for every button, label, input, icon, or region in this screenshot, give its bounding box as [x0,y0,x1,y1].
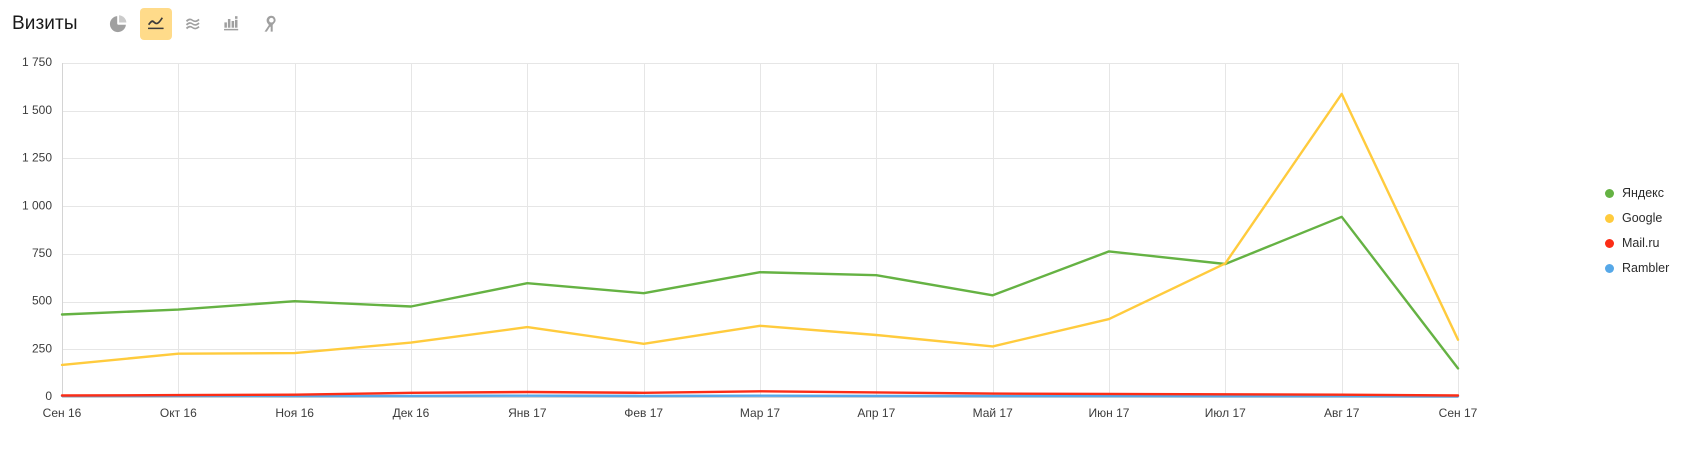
legend-color-swatch [1605,188,1614,198]
chart-type-button-map-chart[interactable] [254,8,286,40]
page-title: Визиты [12,13,78,34]
chart-area: 1 750 1 500 1 250 1 000 750 500 250 0 Сен 16 Окт … [0,48,1692,470]
chart-type-button-line-chart[interactable] [139,8,172,40]
legend-color-swatch [1605,238,1614,248]
x-axis-tick-label: Мар 17 [740,406,780,420]
x-axis-tick-label: Сен 17 [1439,406,1478,420]
legend-item-label: Rambler [1622,261,1670,275]
series-line-google [60,92,1460,367]
legend-item[interactable]: Яндекс [1605,186,1669,200]
x-axis-tick-label: Авг 17 [1324,406,1360,420]
x-axis-tick-label: Фев 17 [624,406,663,420]
x-axis-tick-label: Янв 17 [508,406,547,420]
y-axis-tick-label: 1 250 [22,151,52,165]
chart-type-toolbar [102,8,286,40]
chart-type-button-pie-chart[interactable] [102,8,134,40]
legend-item[interactable]: Mail.ru [1605,236,1669,250]
legend-color-swatch [1605,263,1614,273]
y-axis-tick-label: 1 000 [22,198,52,212]
x-axis-tick-label: Ноя 16 [275,406,314,420]
area-chart-icon [185,15,203,33]
y-axis-tick-label: 0 [45,389,52,403]
legend-item-label: Google [1622,211,1663,225]
pie-chart-icon [109,15,127,33]
x-axis-tick-label: Апр 17 [857,406,895,420]
x-axis-tick-label: Июн 17 [1089,406,1130,420]
y-axis-tick-label: 1 750 [22,55,52,69]
legend-color-swatch [1605,213,1614,223]
y-axis-tick-label: 250 [32,341,52,355]
line-chart-icon [147,15,165,33]
chart-type-button-area-chart[interactable] [178,8,210,40]
chart-type-button-bar-chart[interactable] [216,8,248,40]
line-chart-svg: 1 750 1 500 1 250 1 000 750 500 250 0 Сен 16 Окт … [22,55,1478,420]
legend-item[interactable]: Google [1605,211,1669,225]
x-axis-tick-label: Сен 16 [43,406,82,420]
series-line-mailru [60,390,1460,397]
map-chart-icon [261,15,279,33]
legend-item-label: Яндекс [1622,186,1665,200]
x-axis-tick-label: Окт 16 [160,406,197,420]
x-axis-tick-label: Май 17 [973,406,1014,420]
y-axis-tick-label: 1 500 [22,103,52,117]
x-axis-tick-label: Дек 16 [393,406,430,420]
bar-chart-icon [223,15,241,33]
legend-item-label: Mail.ru [1622,236,1660,250]
y-axis-tick-label: 500 [32,294,52,308]
x-axis-tick-label: Июл 17 [1205,406,1246,420]
chart-legend: Яндекс Google Mail.ru Rambler [1605,186,1669,275]
series-line-rambler [60,394,1460,398]
legend-item[interactable]: Rambler [1605,261,1669,275]
y-axis-tick-label: 750 [32,246,52,260]
widget-header: Визиты [0,0,1692,48]
